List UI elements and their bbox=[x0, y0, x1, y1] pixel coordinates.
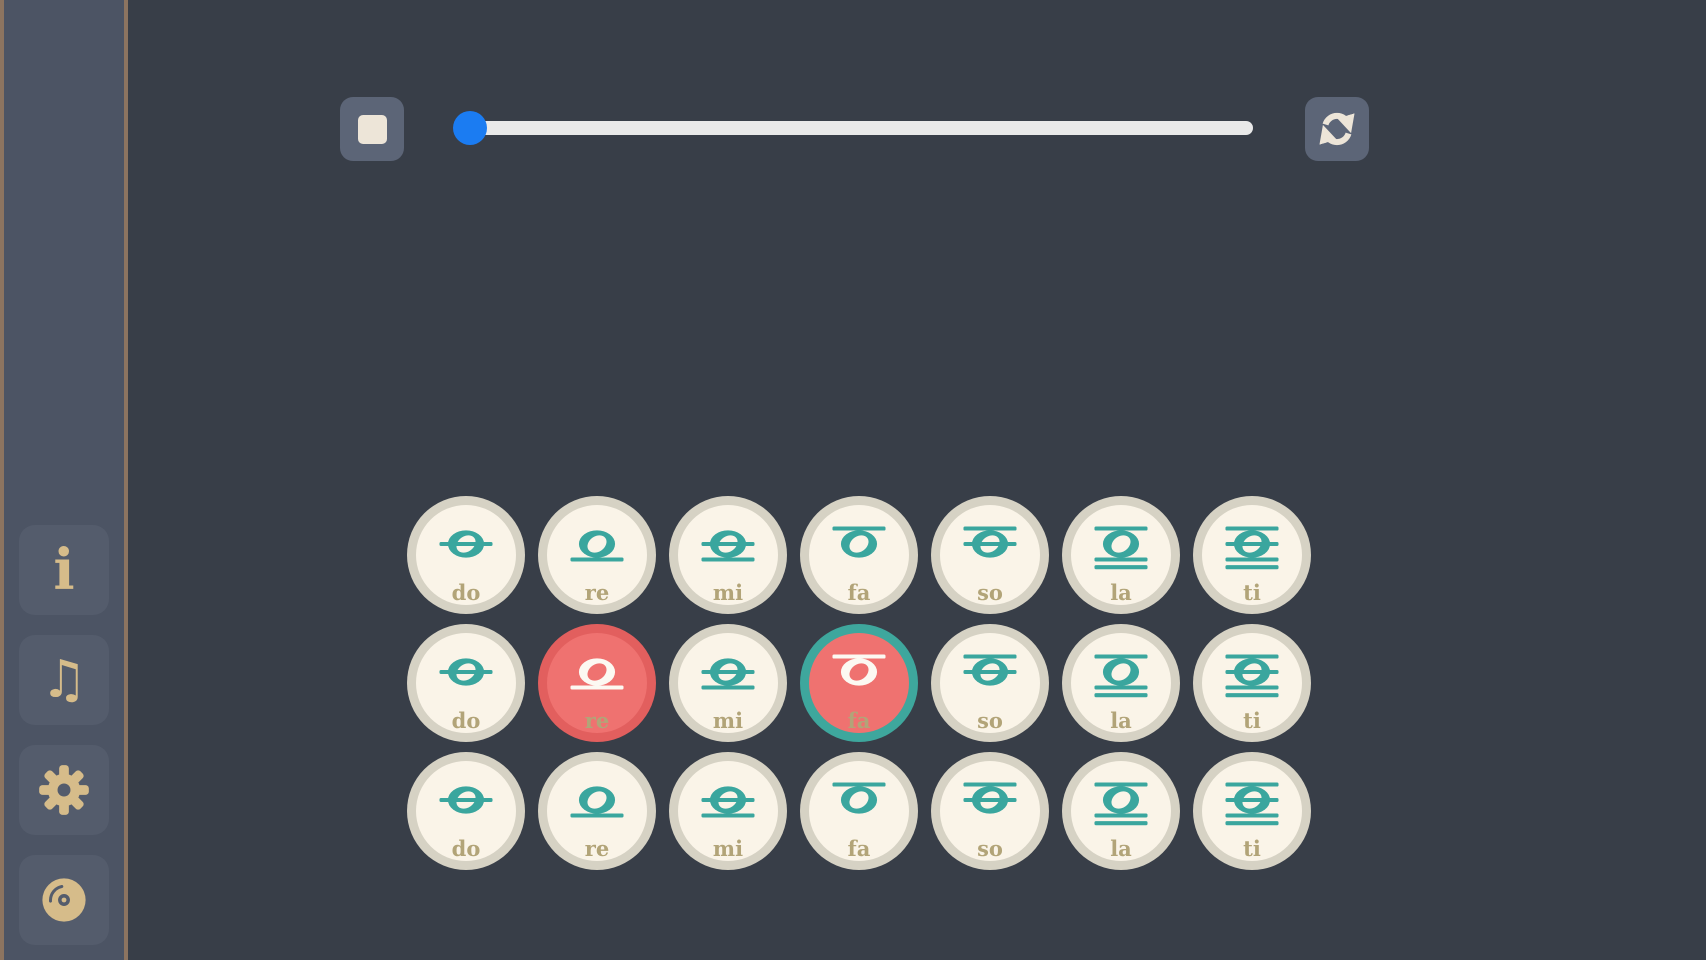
note-grid: do re mi fa so la ti do re mi fa so la ti do re mi fa so la… bbox=[407, 496, 1311, 870]
note-button-mi[interactable]: mi bbox=[669, 496, 787, 614]
note-button-mi[interactable]: mi bbox=[669, 752, 787, 870]
note-label: ti bbox=[1243, 580, 1261, 605]
note-button-re[interactable]: re bbox=[538, 496, 656, 614]
note-label: do bbox=[451, 708, 481, 733]
music-button[interactable]: ♫ bbox=[19, 635, 109, 725]
whole-note-icon-la bbox=[1094, 526, 1148, 570]
refresh-button[interactable] bbox=[1305, 97, 1369, 161]
note-label: so bbox=[977, 708, 1003, 733]
refresh-icon bbox=[1319, 113, 1355, 145]
music-note-icon: ♫ bbox=[40, 650, 88, 710]
whole-note-icon-mi bbox=[701, 786, 755, 818]
note-label: fa bbox=[847, 580, 871, 605]
note-button-la[interactable]: la bbox=[1062, 752, 1180, 870]
whole-note-icon-so bbox=[963, 526, 1017, 558]
note-button-re[interactable]: re bbox=[538, 624, 656, 742]
note-label: la bbox=[1110, 708, 1132, 733]
note-button-do[interactable]: do bbox=[407, 496, 525, 614]
whole-note-icon-do bbox=[439, 786, 493, 814]
note-row-2: do re mi fa so la ti bbox=[407, 624, 1311, 742]
note-label: mi bbox=[712, 836, 744, 861]
note-label: mi bbox=[712, 708, 744, 733]
whole-note-icon-re bbox=[570, 658, 624, 690]
note-label: re bbox=[584, 708, 610, 733]
whole-note-icon-so bbox=[963, 782, 1017, 814]
whole-note-icon-fa bbox=[832, 782, 886, 814]
note-row-3: do re mi fa so la ti bbox=[407, 752, 1311, 870]
note-button-so[interactable]: so bbox=[931, 624, 1049, 742]
stop-button[interactable] bbox=[340, 97, 404, 161]
whole-note-icon-fa bbox=[832, 526, 886, 558]
whole-note-icon-so bbox=[963, 654, 1017, 686]
note-button-do[interactable]: do bbox=[407, 752, 525, 870]
note-label: fa bbox=[847, 836, 871, 861]
note-button-ti[interactable]: ti bbox=[1193, 624, 1311, 742]
note-button-fa[interactable]: fa bbox=[800, 752, 918, 870]
note-label: ti bbox=[1243, 708, 1261, 733]
info-icon: i bbox=[53, 537, 75, 603]
playback-button[interactable] bbox=[19, 855, 109, 945]
note-label: so bbox=[977, 580, 1003, 605]
whole-note-icon-do bbox=[439, 530, 493, 558]
note-label: la bbox=[1110, 580, 1132, 605]
note-button-la[interactable]: la bbox=[1062, 496, 1180, 614]
whole-note-icon-do bbox=[439, 658, 493, 686]
gear-icon bbox=[39, 765, 89, 815]
note-button-ti[interactable]: ti bbox=[1193, 496, 1311, 614]
sidebar: i ♫ bbox=[0, 0, 128, 960]
whole-note-icon-la bbox=[1094, 782, 1148, 826]
progress-slider-track[interactable] bbox=[455, 121, 1253, 135]
note-button-so[interactable]: so bbox=[931, 752, 1049, 870]
note-button-do[interactable]: do bbox=[407, 624, 525, 742]
note-row-1: do re mi fa so la ti bbox=[407, 496, 1311, 614]
whole-note-icon-fa bbox=[832, 654, 886, 686]
note-button-la[interactable]: la bbox=[1062, 624, 1180, 742]
whole-note-icon-la bbox=[1094, 654, 1148, 698]
whole-note-icon-ti bbox=[1225, 782, 1279, 826]
note-button-so[interactable]: so bbox=[931, 496, 1049, 614]
whole-note-icon-re bbox=[570, 786, 624, 818]
note-label: re bbox=[584, 836, 610, 861]
settings-button[interactable] bbox=[19, 745, 109, 835]
info-button[interactable]: i bbox=[19, 525, 109, 615]
note-label: re bbox=[584, 580, 610, 605]
whole-note-icon-ti bbox=[1225, 654, 1279, 698]
stop-icon bbox=[357, 114, 387, 144]
whole-note-icon-mi bbox=[701, 530, 755, 562]
note-button-ti[interactable]: ti bbox=[1193, 752, 1311, 870]
note-label: ti bbox=[1243, 836, 1261, 861]
note-label: fa bbox=[847, 708, 871, 733]
disc-icon bbox=[42, 878, 86, 922]
progress-slider-thumb[interactable] bbox=[453, 111, 487, 145]
note-label: do bbox=[451, 580, 481, 605]
note-button-fa[interactable]: fa bbox=[800, 496, 918, 614]
whole-note-icon-re bbox=[570, 530, 624, 562]
whole-note-icon-mi bbox=[701, 658, 755, 690]
note-label: so bbox=[977, 836, 1003, 861]
note-label: la bbox=[1110, 836, 1132, 861]
note-button-mi[interactable]: mi bbox=[669, 624, 787, 742]
note-button-fa[interactable]: fa bbox=[800, 624, 918, 742]
note-label: do bbox=[451, 836, 481, 861]
note-label: mi bbox=[712, 580, 744, 605]
whole-note-icon-ti bbox=[1225, 526, 1279, 570]
note-button-re[interactable]: re bbox=[538, 752, 656, 870]
